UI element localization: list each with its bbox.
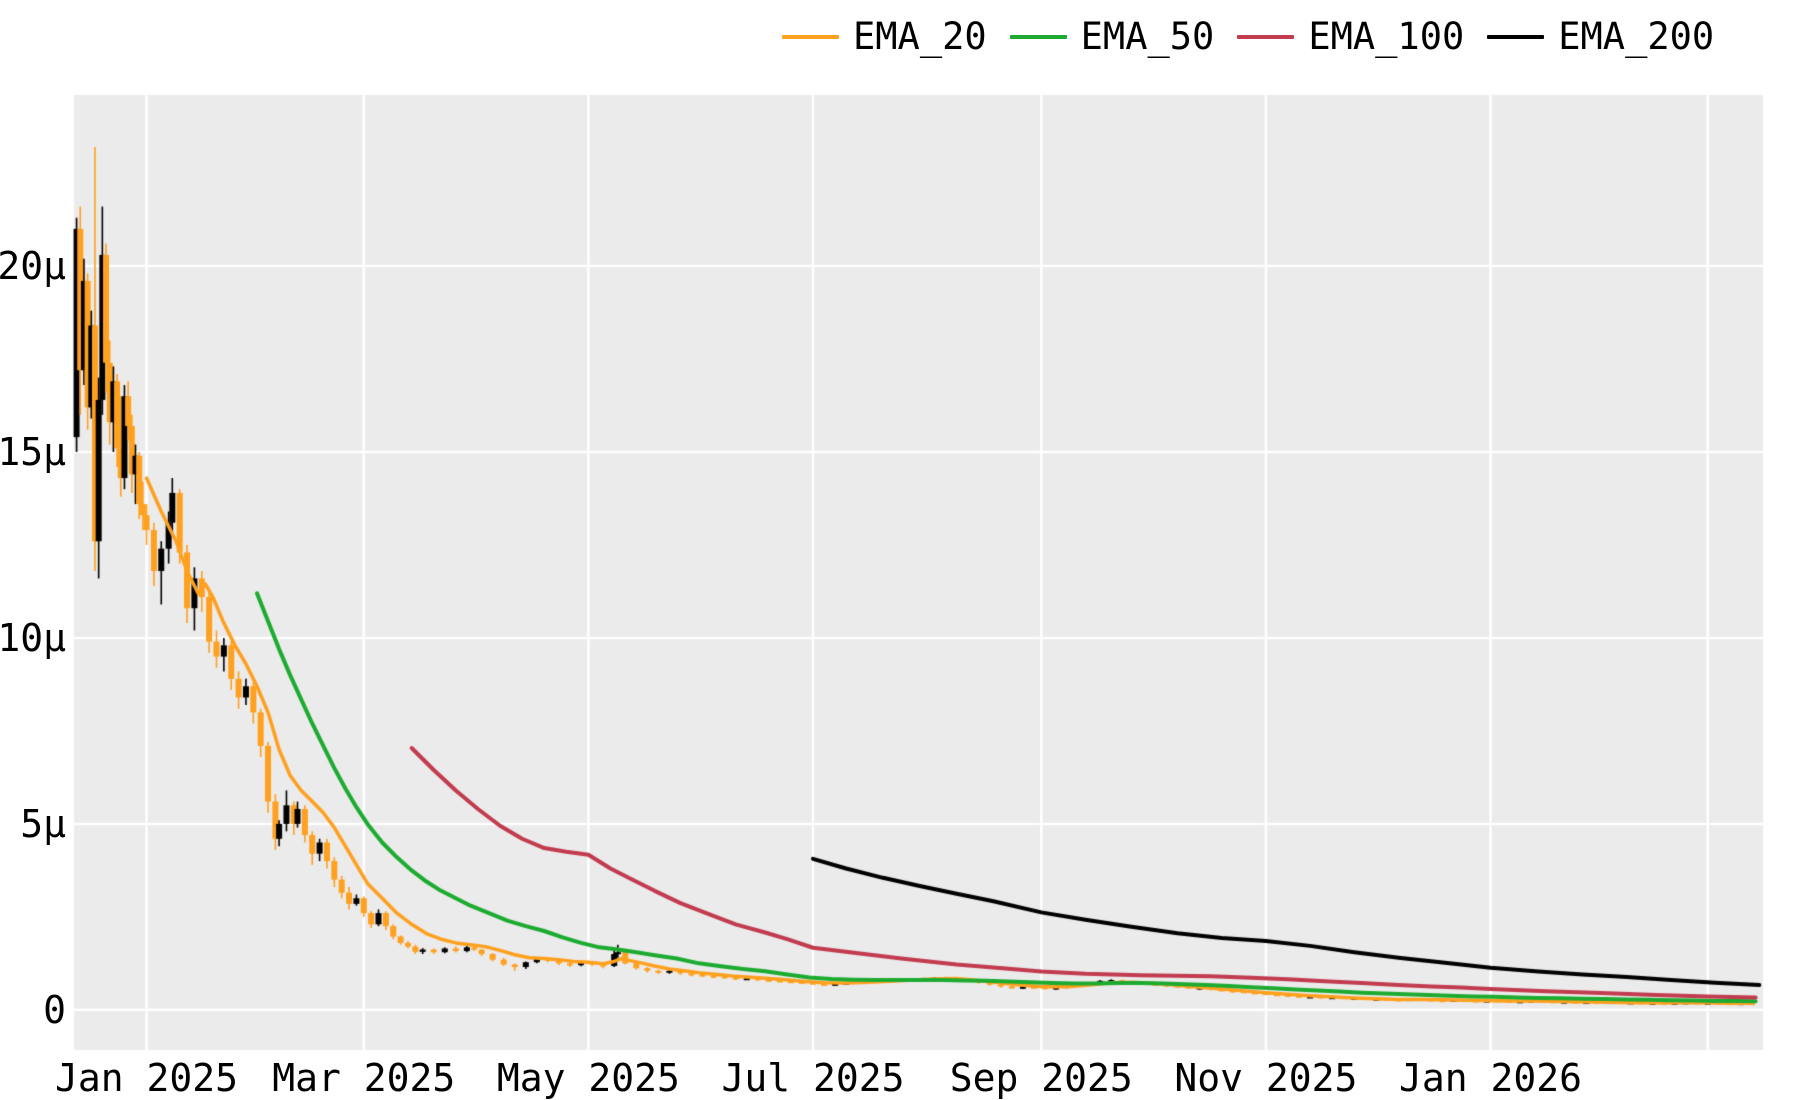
x-tick-label: Jan 2025 [55,1056,239,1100]
y-tick-label: 5µ [20,801,66,846]
x-tick-label: Jan 2026 [1399,1056,1583,1100]
x-tick-label: Sep 2025 [949,1056,1133,1100]
legend-item-ema_200: EMA_200 [1487,14,1714,60]
legend-label: EMA_100 [1308,15,1465,58]
y-tick-label: 20µ [0,244,66,289]
legend-swatch-ema_50 [1009,35,1067,39]
legend-item-ema_50: EMA_50 [1009,14,1215,60]
y-tick-label: 15µ [0,430,66,474]
legend-swatch-ema_200 [1487,35,1545,39]
legend-label: EMA_50 [1080,15,1215,58]
legend-label: EMA_200 [1558,15,1715,58]
y-tick-label: 0 [43,987,66,1032]
legend-swatch-ema_100 [1237,35,1295,39]
x-tick-label: Mar 2025 [272,1056,456,1100]
legend-label: EMA_20 [853,15,987,58]
y-tick-label: 10µ [0,615,66,660]
legend-item-ema_100: EMA_100 [1237,14,1464,60]
x-tick-label: Nov 2025 [1174,1056,1358,1100]
x-tick-label: May 2025 [496,1056,680,1100]
legend-swatch-ema_20 [782,35,839,39]
chart-legend: EMA_20 EMA_50 EMA_100 EMA_200 [782,14,1714,60]
x-tick-label: Jul 2025 [721,1056,905,1100]
legend-item-ema_20: EMA_20 [782,14,987,60]
